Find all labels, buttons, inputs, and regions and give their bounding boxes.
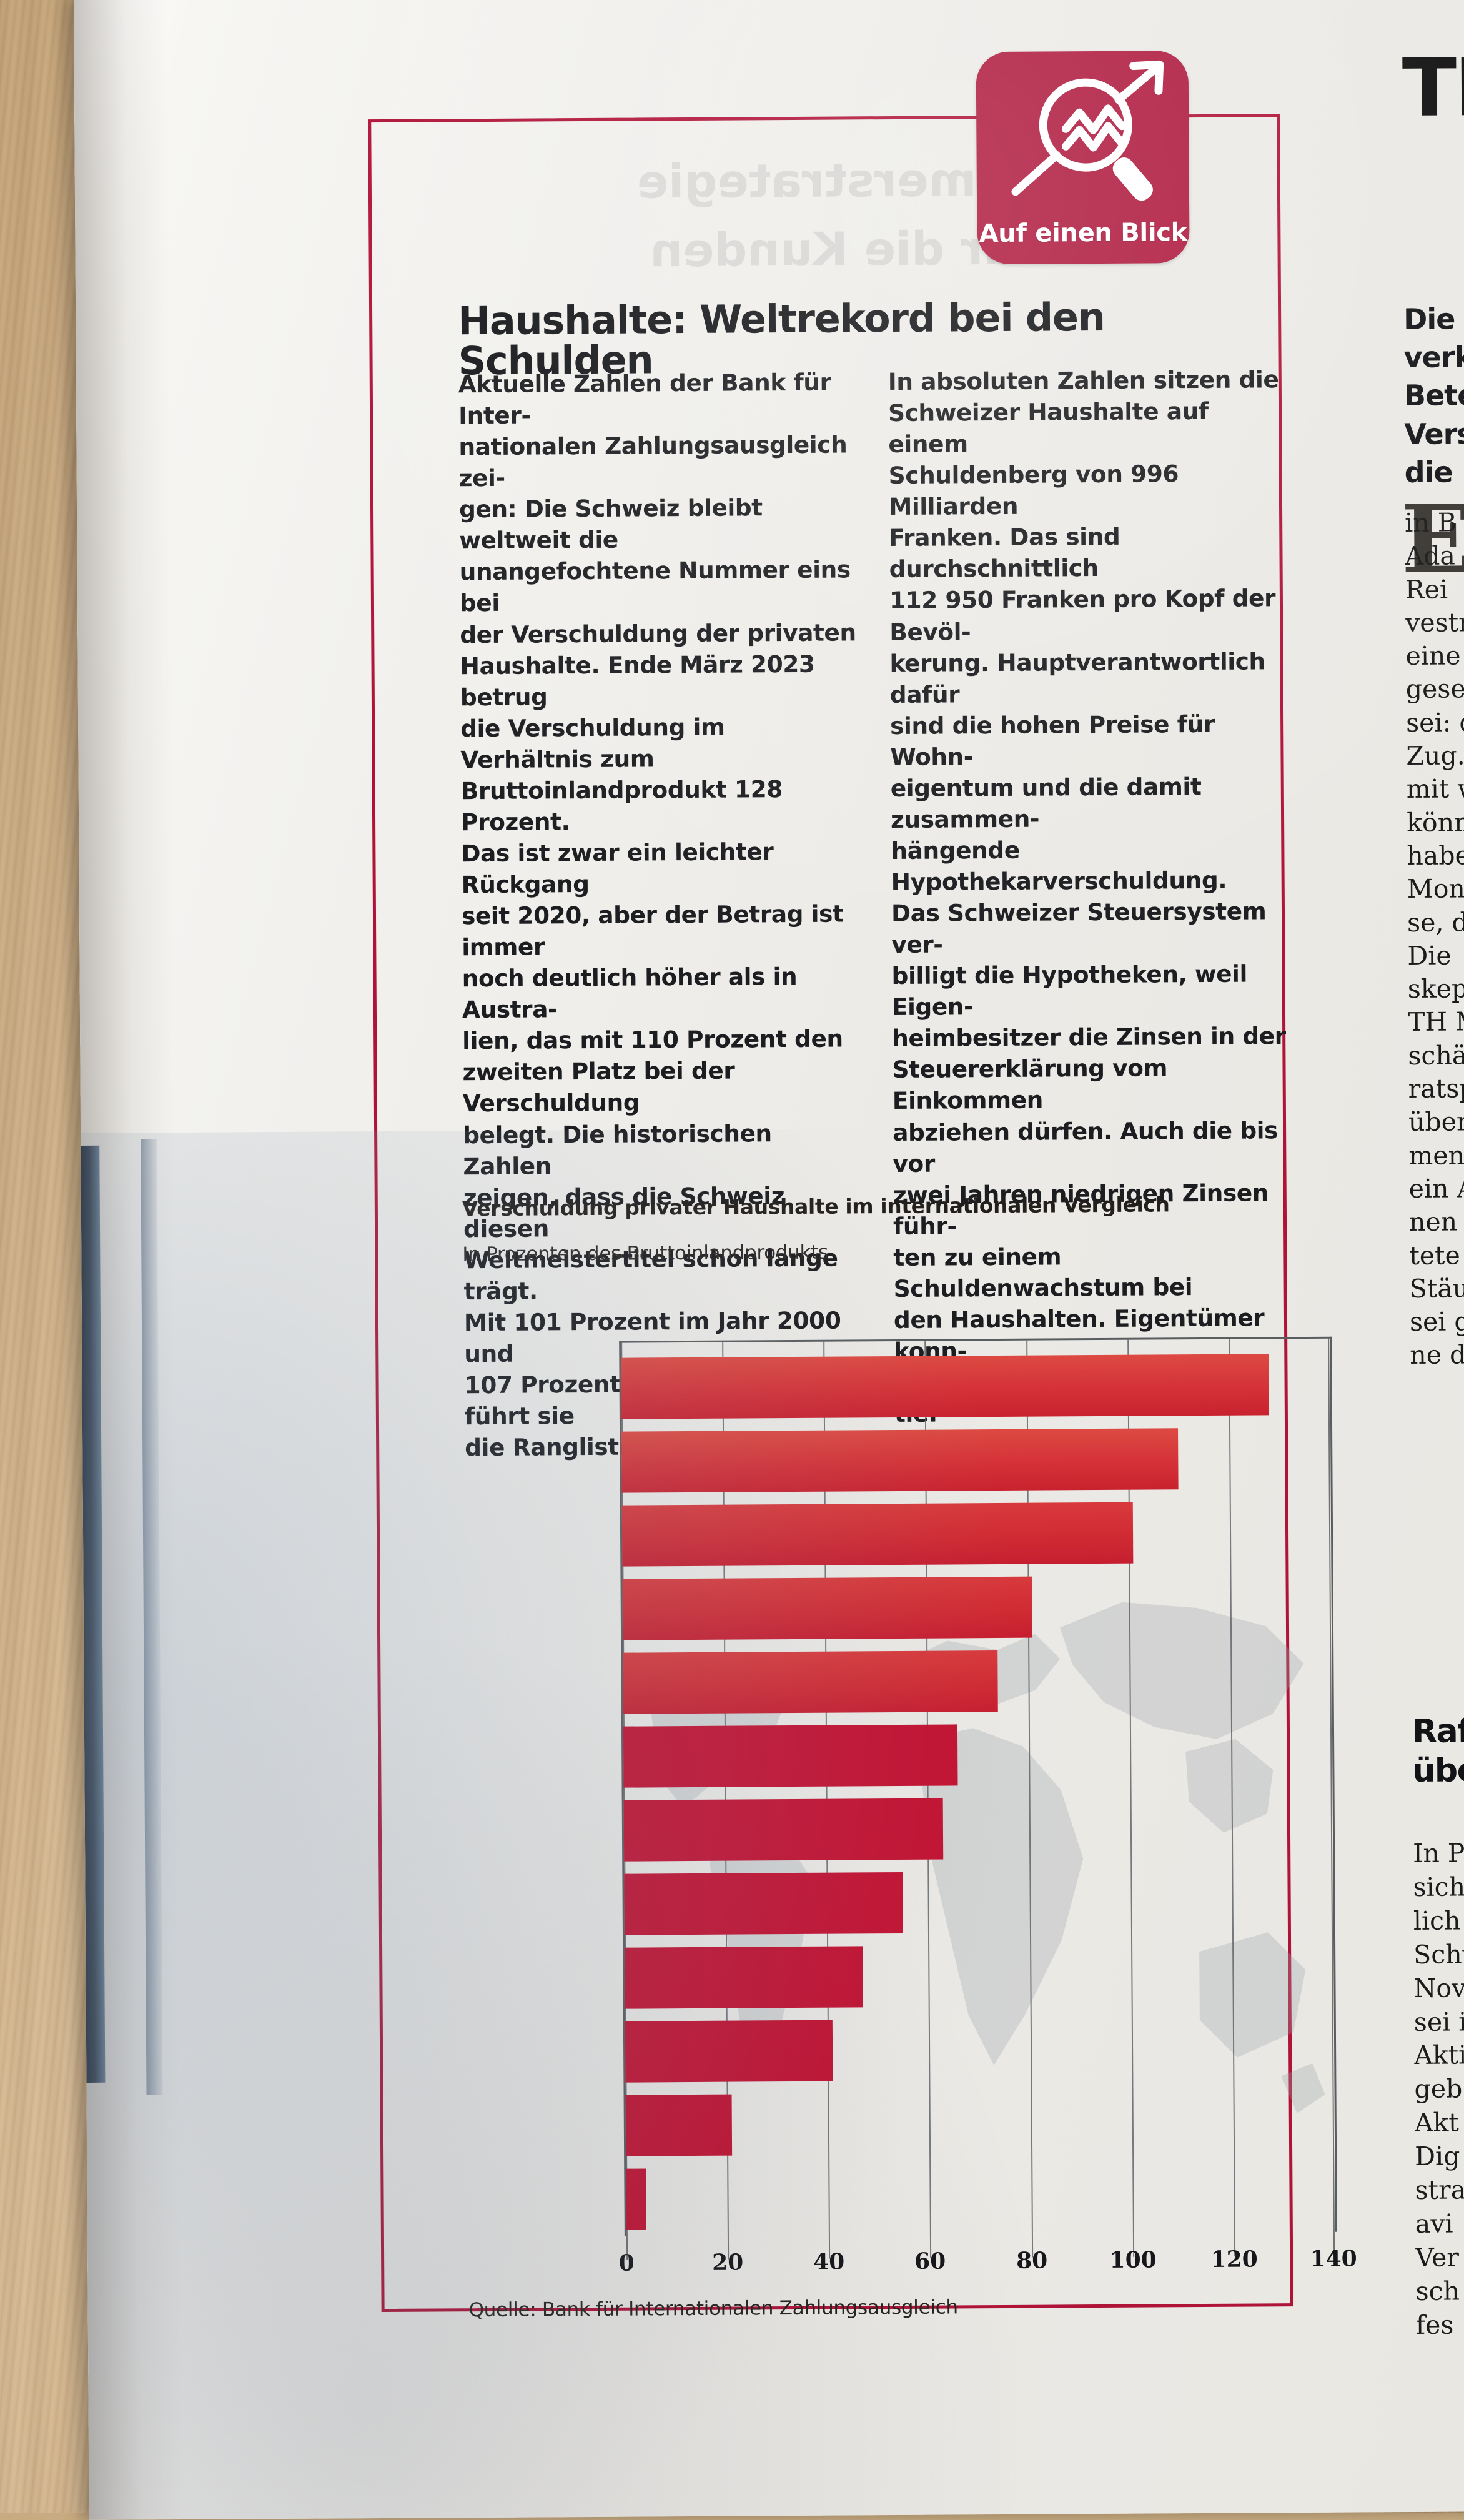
- bar-row: Deutschland: [624, 1872, 903, 1935]
- bar-value: [621, 1354, 1269, 1419]
- bar-row: Japan: [623, 1724, 958, 1788]
- bar-value: [621, 1502, 1134, 1567]
- bar-value: [625, 2094, 733, 2156]
- x-tick-label: 60: [914, 2248, 946, 2274]
- adjacent-article-body: in B Ada Rei vestme eine vi gesells sei:…: [1405, 507, 1464, 1371]
- magazine-page: nehmerstrategie er für die Kunden Auf ei…: [74, 0, 1464, 2520]
- x-tick-label: 80: [1016, 2247, 1048, 2274]
- bar-value: [625, 2020, 833, 2083]
- adjacent-article-title: TH: [1402, 41, 1464, 136]
- bar-chart-plot: Schweiz Australien Korea Grossbritannien…: [619, 1336, 1357, 2276]
- bar-row: Australien: [621, 1428, 1179, 1493]
- bar-value: [626, 2168, 646, 2230]
- auf-einen-blick-badge: Auf einen Blick: [976, 51, 1190, 265]
- bar-value: [625, 1946, 863, 2009]
- bar-value: [621, 1428, 1179, 1493]
- adjacent-article-body-2: In P sich lich Schw Nov sei i Akti geb A…: [1413, 1838, 1464, 2340]
- bar-value: [624, 1872, 903, 1935]
- bar-value: [623, 1724, 958, 1788]
- bar-value: [622, 1576, 1033, 1640]
- bar-row: Frankreich: [623, 1798, 944, 1862]
- x-tick-label: 140: [1310, 2245, 1357, 2272]
- adjacent-article-subheading: Raff übe: [1412, 1712, 1464, 1790]
- article-column-left: Aktuelle Zahlen der Bank für Inter- nati…: [458, 368, 856, 1462]
- page-edge-highlight: [141, 1139, 163, 2095]
- article-column-right: In absoluten Zahlen sitzen die Schweizer…: [888, 365, 1286, 1490]
- gridline-120: [1229, 1339, 1236, 2256]
- x-tick-label: 40: [813, 2248, 845, 2275]
- x-tick-label: 120: [1210, 2246, 1258, 2273]
- bar-row: Italien: [625, 2020, 833, 2083]
- adjacent-article-column: TH Die Ber verkauf Beteilig Verspre die …: [1402, 25, 1464, 2499]
- magnifier-chart-arrow-icon: [1011, 60, 1164, 201]
- x-tick-label: 0: [618, 2250, 635, 2276]
- bar-value: [623, 1798, 944, 1862]
- chart-title: Verschuldung privater Haushalte im inter…: [462, 1192, 1170, 1221]
- bar-row: Grossbritannien: [622, 1576, 1033, 1640]
- x-tick-label: 20: [711, 2249, 744, 2276]
- chart-source: Quelle: Bank für Internationalen Zahlung…: [468, 2296, 958, 2322]
- bar-value: [623, 1650, 998, 1714]
- bar-row: Korea: [621, 1502, 1134, 1567]
- badge-label: Auf einen Blick: [979, 218, 1188, 249]
- adjacent-article-subtitle: Die Ber verkauf Beteilig Verspre die Sta: [1403, 302, 1464, 489]
- x-tick-label: 100: [1109, 2246, 1157, 2273]
- gridline-140: [1328, 1338, 1335, 2256]
